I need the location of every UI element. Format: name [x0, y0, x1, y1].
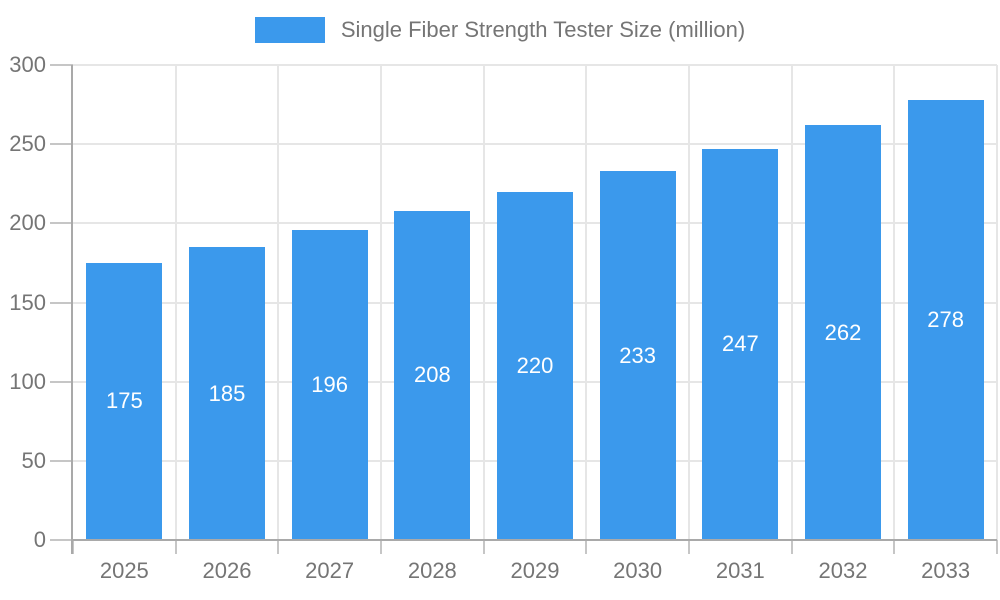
y-axis-label: 100	[9, 368, 46, 394]
bar-2028[interactable]	[394, 210, 471, 540]
y-axis-label: 50	[21, 447, 46, 473]
bar-value-label: 247	[721, 331, 759, 357]
x-tick	[482, 540, 485, 554]
x-gridline	[688, 65, 690, 540]
x-axis-label: 2028	[407, 558, 457, 583]
y-gridline	[73, 64, 997, 66]
y-tick	[50, 64, 73, 66]
bar-value-label: 278	[927, 306, 965, 332]
bar-2032[interactable]	[805, 125, 881, 540]
y-axis-line	[71, 65, 73, 554]
y-axis-label: 300	[9, 52, 46, 77]
x-axis-label: 2025	[99, 558, 149, 583]
y-tick	[50, 539, 73, 541]
y-axis-label: 200	[9, 210, 46, 236]
x-gridline	[790, 65, 793, 540]
x-axis-label: 2033	[921, 558, 971, 583]
x-tick	[174, 540, 177, 554]
x-gridline	[174, 65, 177, 540]
bar-2029[interactable]	[497, 191, 573, 540]
legend-label: Single Fiber Strength Tester Size (milli…	[340, 17, 746, 42]
bar-2026[interactable]	[189, 247, 265, 540]
x-tick	[277, 540, 280, 554]
y-tick	[50, 143, 73, 146]
y-tick	[50, 301, 73, 304]
bar-value-label: 196	[311, 371, 349, 397]
x-tick	[585, 540, 588, 554]
y-axis-label: 150	[9, 289, 46, 315]
bar-value-label: 208	[413, 362, 451, 388]
y-gridline	[73, 143, 997, 146]
chart-legend: Single Fiber Strength Tester Size (milli…	[0, 14, 1000, 46]
y-tick	[50, 459, 73, 462]
bar-2033[interactable]	[907, 99, 984, 540]
x-tick	[72, 540, 74, 554]
bar-value-label: 233	[619, 342, 657, 368]
bar-value-label: 185	[208, 380, 246, 406]
x-gridline	[277, 65, 280, 540]
x-axis-line	[73, 539, 997, 541]
x-tick	[996, 540, 998, 554]
x-axis-label: 2031	[715, 558, 765, 583]
bar-2030[interactable]	[599, 171, 676, 540]
bar-2025[interactable]	[86, 262, 163, 540]
x-tick	[688, 540, 690, 554]
x-axis-label: 2027	[305, 558, 355, 583]
bar-value-label: 262	[824, 319, 862, 345]
bar-value-label: 175	[105, 388, 143, 414]
x-gridline	[585, 65, 588, 540]
x-gridline	[893, 65, 896, 540]
y-tick	[50, 380, 73, 383]
legend-swatch	[254, 17, 325, 43]
x-gridline	[380, 65, 382, 540]
x-axis-label: 2026	[202, 558, 252, 583]
x-tick	[380, 540, 382, 554]
y-axis-label: 0	[33, 527, 46, 552]
x-axis-label: 2029	[510, 558, 560, 583]
bar-2027[interactable]	[291, 229, 368, 540]
x-axis-label: 2032	[818, 558, 868, 583]
x-axis-label: 2030	[613, 558, 663, 583]
x-gridline	[482, 65, 485, 540]
y-tick	[50, 222, 73, 225]
bar-value-label: 220	[516, 352, 554, 378]
x-tick	[893, 540, 896, 554]
bar-2031[interactable]	[702, 148, 779, 540]
x-gridline	[996, 65, 998, 540]
x-tick	[790, 540, 793, 554]
y-axis-label: 250	[9, 131, 46, 157]
